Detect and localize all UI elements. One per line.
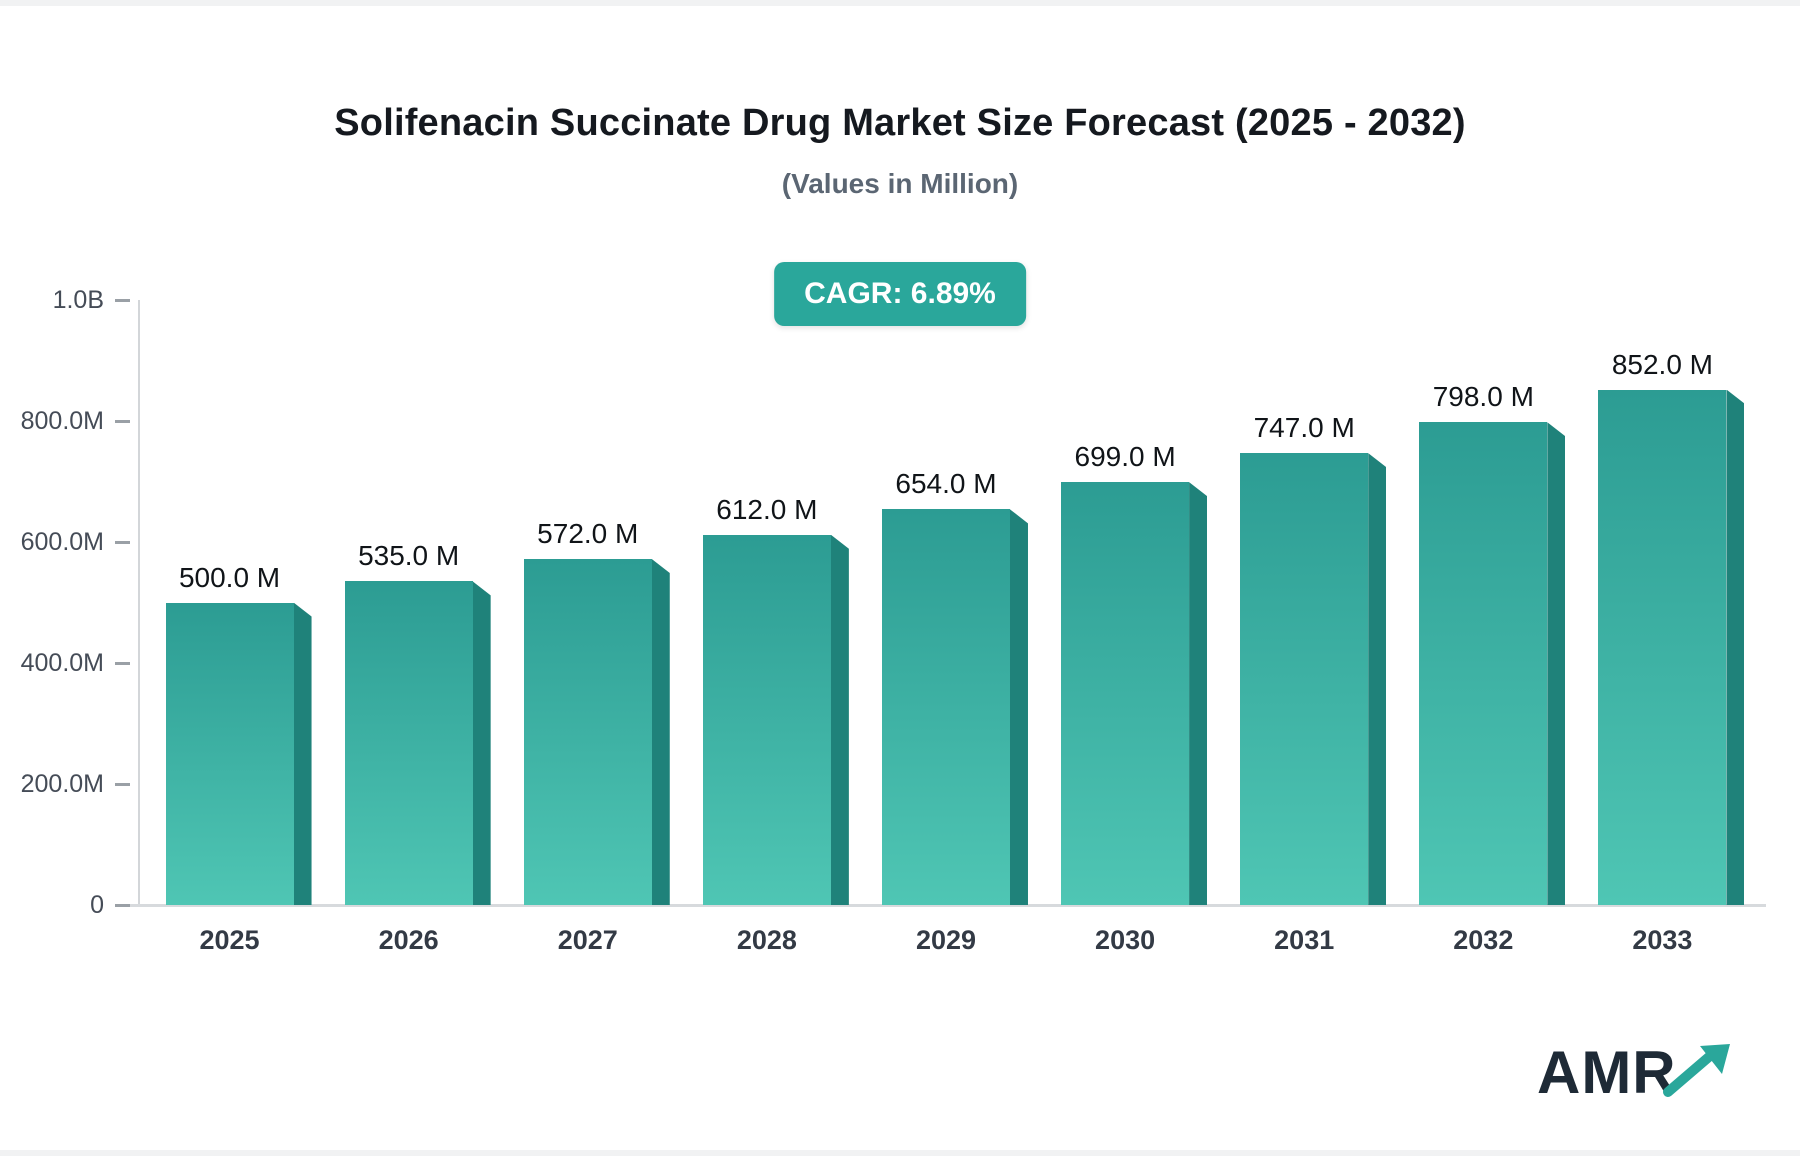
y-tick-label: 200.0M [20,769,104,798]
y-tick: 0 [0,891,138,919]
bar-slot: 535.0 M 2026 [324,300,494,955]
bar-slot: 852.0 M 2033 [1577,300,1747,955]
chart-subtitle: (Values in Million) [781,168,1019,199]
bar-side-face [472,581,491,905]
y-tick-label: 800.0M [20,406,104,435]
x-axis-label: 2029 [915,925,977,955]
bar-slot: 654.0 M 2029 [861,300,1031,955]
y-tick-mark [115,661,130,665]
bar [1240,453,1387,905]
y-tick-label: 400.0M [20,648,104,677]
bar [523,558,670,905]
bar-value-label: 798.0 M [1432,381,1534,413]
bar-value-label: 852.0 M [1611,348,1713,380]
chart-title: Solifenacin Succinate Drug Market Size F… [334,102,1466,144]
bar [1419,422,1566,905]
bars-group: 500.0 M 2025 535.0 M 2026 572.0 M 2027 612.0 M… [140,300,1752,955]
bar-side-face [1189,482,1208,905]
x-axis-label: 2032 [1453,925,1514,955]
bar-slot: 612.0 M 2028 [682,300,852,955]
bar-value-label: 747.0 M [1253,412,1355,444]
y-tick-label: 600.0M [20,527,104,556]
bar-side-face [1547,422,1566,905]
x-axis-baseline [130,904,1766,907]
y-tick: 400.0M [0,649,138,677]
x-axis-label: 2027 [557,925,618,955]
y-tick-mark [115,419,130,423]
bar-slot: 747.0 M 2031 [1219,300,1389,955]
y-tick: 1.0B [0,286,138,314]
bar [1598,389,1745,905]
bar-side-face [1009,509,1028,905]
bar-value-label: 612.0 M [716,493,818,525]
bar-value-label: 699.0 M [1074,441,1176,473]
plot-area: 500.0 M 2025 535.0 M 2026 572.0 M 2027 612.0 M… [21,286,1766,955]
bar-value-label: 572.0 M [537,517,639,549]
bar [165,602,312,905]
bar-value-label: 654.0 M [895,468,997,500]
y-tick: 200.0M [0,770,138,798]
bar-side-face [1368,453,1387,905]
bar-slot: 500.0 M 2025 [145,300,315,955]
cagr-badge: CAGR: 6.89% [774,262,1026,326]
bar-slot: 572.0 M 2027 [503,300,673,955]
x-axis-label: 2028 [736,925,797,955]
bar [881,509,1028,905]
x-axis-label: 2033 [1632,925,1693,955]
bar-side-face [293,602,312,905]
y-tick-mark [115,540,130,544]
y-tick-mark [115,298,130,302]
bar [702,534,849,905]
y-tick-label: 1.0B [52,285,104,314]
bar [344,581,491,905]
y-tick-label: 0 [90,890,104,919]
x-axis-label: 2026 [378,925,439,955]
bar-side-face [1726,389,1745,905]
amr-arrow-icon [1663,1044,1730,1097]
y-tick: 800.0M [0,407,138,435]
bar-value-label: 500.0 M [178,561,281,593]
amr-logo-text: AMR [1537,1039,1677,1106]
y-tick: 600.0M [0,528,138,556]
x-axis-label: 2030 [1095,925,1156,955]
x-axis-label: 2031 [1274,925,1335,955]
bar-side-face [651,558,670,905]
y-tick-mark [115,903,130,907]
bar-slot: 699.0 M 2030 [1040,300,1210,955]
bar-side-face [830,534,849,905]
y-axis-line [138,300,140,905]
x-axis-label: 2025 [199,925,260,955]
bar-value-label: 535.0 M [358,540,460,572]
amr-logo: AMR [1537,1038,1730,1108]
bar-slot: 798.0 M 2032 [1398,300,1568,955]
bar [1061,482,1208,905]
y-tick-mark [115,782,130,786]
